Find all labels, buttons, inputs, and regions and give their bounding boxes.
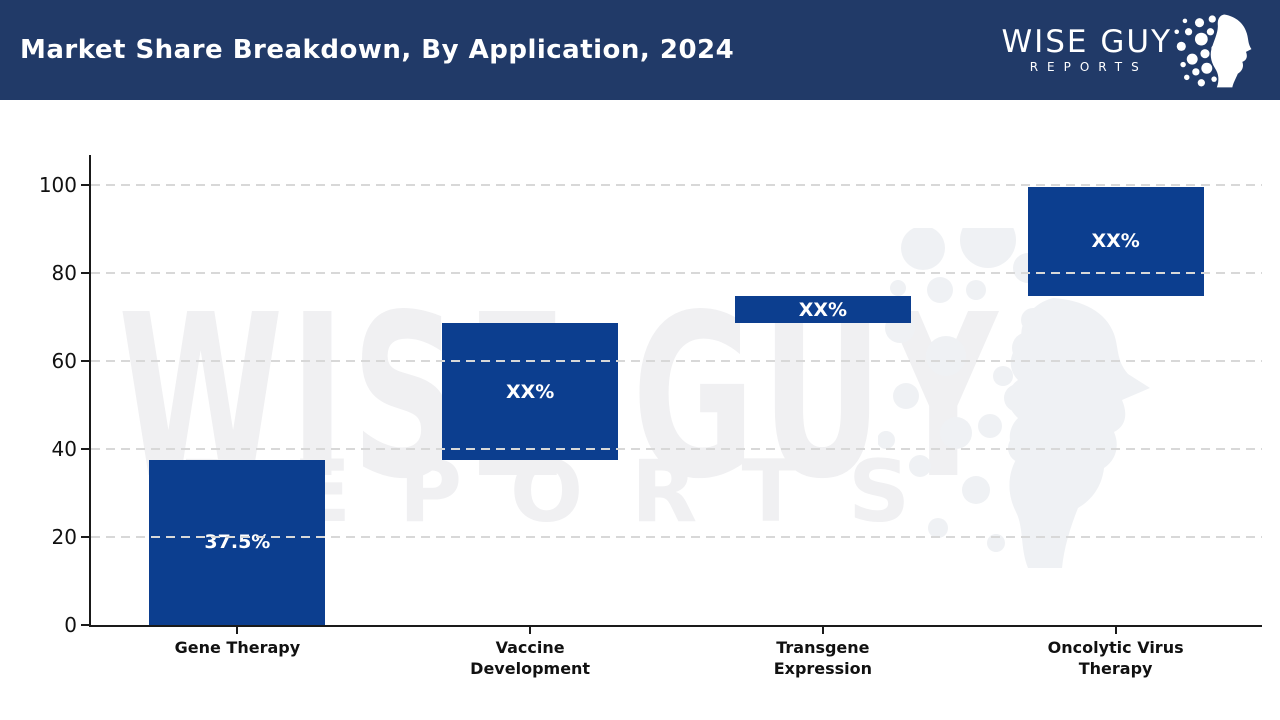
bar-value-label-gene-therapy: 37.5% [204, 531, 271, 554]
header-bar: Market Share Breakdown, By Application, … [0, 0, 1280, 100]
plot-area: 0 20 40 60 80 100 37.5% Gene Therapy XX% Vaccine D… [39, 155, 1262, 678]
y-tick-label-40: 40 [51, 436, 77, 461]
y-tick-20 [81, 535, 89, 538]
x-tick-transgene-expression [821, 627, 824, 634]
wiseguy-logo-text: WISE GUY REPORTS [1001, 25, 1172, 75]
bar-value-label-transgene-expression: XX% [798, 298, 848, 321]
bar-value-label-vaccine-development: XX% [505, 380, 555, 403]
category-label-gene-therapy: Gene Therapy [174, 638, 301, 657]
bar-oncolytic-virus-therapy: XX% [1027, 186, 1204, 296]
y-gridline-100 [91, 183, 1262, 186]
x-tick-oncolytic-virus-therapy [1114, 627, 1117, 634]
bar-value-label-oncolytic-virus-therapy: XX% [1091, 230, 1140, 253]
bar-vaccine-development: XX% [442, 323, 619, 460]
y-gridline-40 [91, 447, 1262, 450]
y-tick-label-0: 0 [64, 613, 77, 637]
y-tick-label-80: 80 [51, 260, 77, 285]
category-label-oncolytic-virus-therapy: Oncolytic Virus Therapy [1047, 638, 1184, 678]
category-label-transgene-expression: Transgene Expression [773, 638, 873, 678]
y-tick-label-60: 60 [51, 348, 77, 373]
y-tick-label-100: 100 [38, 172, 77, 197]
x-tick-vaccine-development [529, 627, 532, 634]
y-gridline-60 [91, 359, 1262, 362]
y-tick-0 [81, 624, 89, 626]
y-tick-80 [81, 271, 89, 274]
category-label-vaccine-development: Vaccine Development [470, 638, 591, 678]
chart-title: Market Share Breakdown, By Application, … [20, 35, 735, 65]
wiseguy-face-icon [1174, 14, 1252, 88]
y-tick-label-20: 20 [51, 524, 77, 549]
chart-canvas: WISE GUY REPORTS 0 20 40 60 80 100 37.5% Gene T… [0, 100, 1280, 720]
y-tick-40 [81, 447, 89, 450]
bar-transgene-expression: XX% [734, 295, 911, 324]
y-tick-60 [81, 359, 89, 362]
wiseguy-logo-name: WISE GUY [1001, 24, 1172, 60]
y-tick-100 [81, 183, 89, 186]
x-tick-gene-therapy [236, 627, 239, 634]
bar-gene-therapy: 37.5% [149, 459, 326, 625]
wiseguy-logo: WISE GUY REPORTS [1001, 9, 1256, 91]
wiseguy-logo-subtitle: REPORTS [1029, 60, 1148, 74]
